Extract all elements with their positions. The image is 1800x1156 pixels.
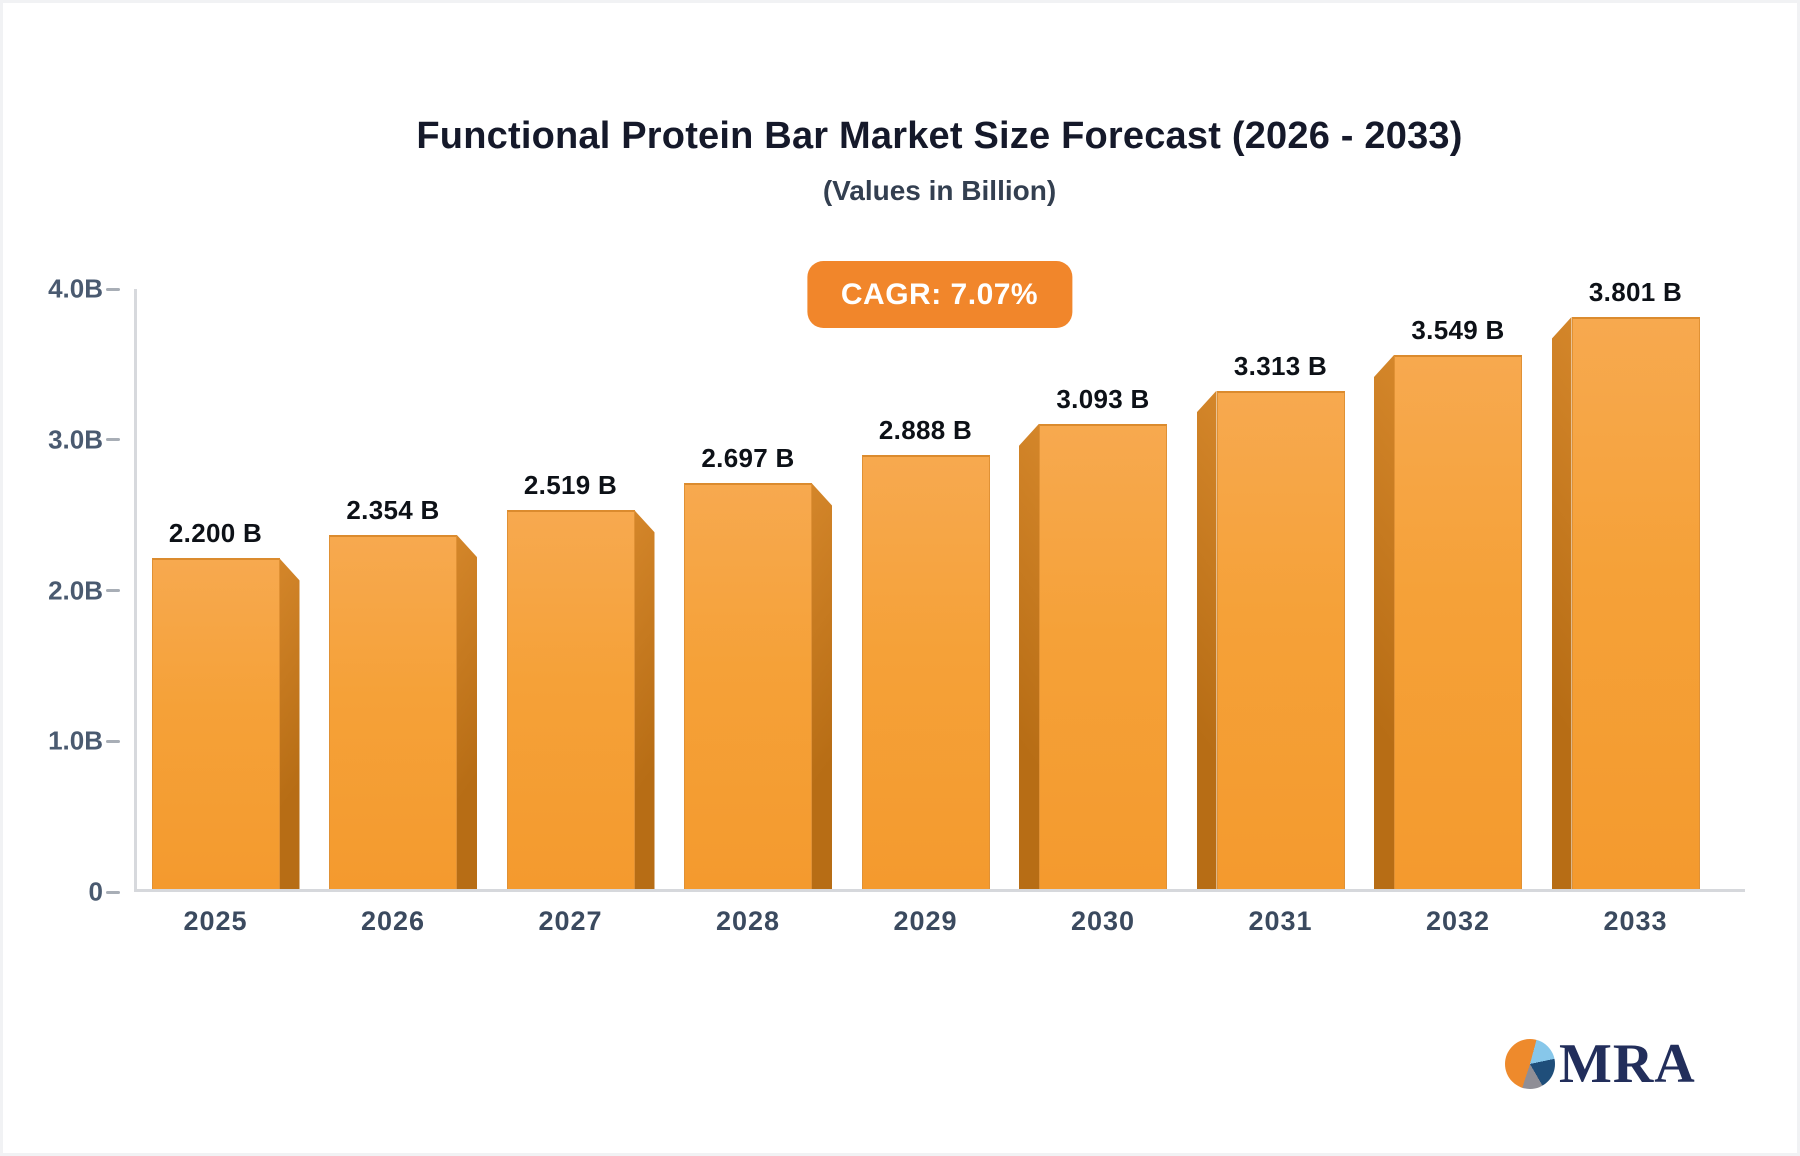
plot-area: 0 1.0B 2.0B 3.0B 4.0B 2.200 B 2.354 B 2.519 … [48, 274, 1745, 907]
bar-3d-side [279, 558, 300, 890]
chart-subtitle: (Values in Billion) [822, 175, 1057, 206]
bar [861, 454, 990, 890]
chart-title: Functional Protein Bar Market Size Forec… [416, 115, 1463, 157]
y-axis-tick [106, 589, 120, 592]
x-axis-year-label: 2032 [1425, 906, 1491, 936]
x-axis-baseline [134, 889, 1745, 892]
y-axis-line [134, 289, 137, 892]
bar-3d-side [1551, 317, 1572, 890]
bar-value-label: 2.200 B [168, 518, 263, 549]
x-axis-year-label: 2030 [1070, 906, 1136, 936]
bar-3d-side [457, 535, 477, 890]
bar-3d-side [1374, 355, 1394, 890]
y-axis-tick-label: 2.0B [48, 575, 103, 605]
bar-3d-side [634, 510, 655, 890]
bar-3d-side [812, 483, 832, 890]
y-axis-tick-label: 3.0B [48, 424, 103, 455]
bar-value-label: 2.888 B [878, 414, 973, 445]
y-axis-tick [106, 739, 120, 743]
y-axis-tick [106, 438, 120, 442]
x-axis-year-label: 2031 [1248, 906, 1313, 936]
bar-value-label: 2.519 B [523, 470, 618, 501]
bar-value-label: 3.801 B [1588, 277, 1683, 307]
x-axis-year-label: 2026 [360, 906, 426, 936]
pie-chart-logo-icon [1505, 1039, 1555, 1089]
bar-value-label: 3.313 B [1233, 350, 1328, 381]
bar-3d-side [1196, 390, 1217, 890]
bar [506, 510, 635, 890]
bar [1394, 355, 1522, 890]
bar [1216, 390, 1345, 890]
bar-value-label: 3.549 B [1411, 315, 1505, 345]
mra-logo: MRA [1505, 1033, 1696, 1095]
logo-text: MRA [1559, 1033, 1696, 1095]
y-axis-tick-label: 0 [88, 876, 103, 907]
y-axis-tick-label: 1.0B [48, 725, 103, 756]
bar [151, 558, 280, 890]
bar [1039, 423, 1167, 890]
bar [329, 535, 457, 890]
bar [684, 483, 812, 890]
cagr-badge: CAGR: 7.07% [806, 261, 1073, 328]
x-axis-year-label: 2029 [893, 906, 958, 936]
x-axis-year-label: 2028 [715, 906, 781, 936]
y-axis-tick [106, 890, 120, 894]
bar-value-label: 3.093 B [1056, 383, 1150, 414]
x-axis-year-label: 2027 [538, 906, 603, 936]
bar-value-label: 2.354 B [346, 495, 440, 526]
bar [1571, 317, 1700, 890]
x-axis-year-label: 2025 [183, 906, 248, 936]
y-axis-tick-label: 4.0B [48, 273, 103, 304]
x-axis-year-label: 2033 [1603, 906, 1668, 936]
bar-value-label: 2.697 B [701, 443, 795, 474]
y-axis-tick [106, 287, 120, 291]
bar-3d-side [1019, 423, 1039, 890]
